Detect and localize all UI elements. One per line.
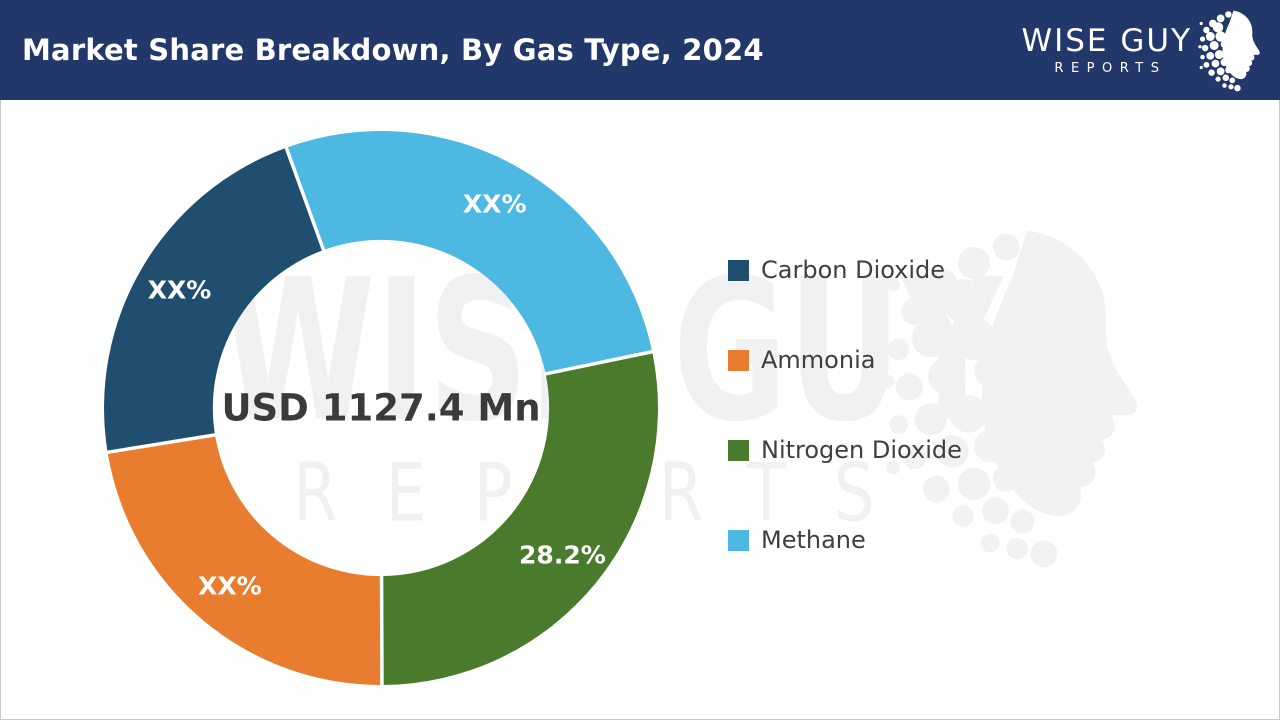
- legend-label: Carbon Dioxide: [761, 256, 946, 284]
- segment-label-carbon-dioxide: XX%: [148, 275, 212, 304]
- legend-swatch: [728, 529, 749, 551]
- legend-swatch: [728, 439, 749, 461]
- legend-item-nitrogen-dioxide: Nitrogen Dioxide: [728, 436, 962, 464]
- legend-item-methane: Methane: [728, 526, 962, 554]
- legend-label: Nitrogen Dioxide: [761, 436, 962, 464]
- legend-label: Methane: [761, 526, 866, 554]
- donut-chart: XX% 28.2% XX% XX%: [104, 131, 658, 687]
- chart-area: WISE GUY REPORTS XX%28.2%XX%XX% USD 1127…: [0, 100, 1280, 720]
- segment-label-methane: XX%: [463, 190, 527, 219]
- segment-separator: [106, 432, 217, 455]
- header-bar: Market Share Breakdown, By Gas Type, 202…: [0, 0, 1280, 100]
- legend-swatch: [728, 259, 749, 281]
- legend-item-ammonia: Ammonia: [728, 346, 962, 374]
- segment-separator: [544, 349, 654, 376]
- legend-label: Ammonia: [761, 346, 876, 374]
- logo-wordmark: WISE GUY: [1021, 23, 1192, 59]
- chart-legend: Carbon Dioxide Ammonia Nitrogen Dioxide Met…: [728, 256, 962, 554]
- legend-item-carbon-dioxide: Carbon Dioxide: [728, 256, 962, 284]
- wise-guy-reports-logo: WISE GUY REPORTS: [1021, 8, 1266, 92]
- donut-segment-methane: [286, 131, 653, 374]
- segment-separator: [284, 146, 326, 252]
- segment-label-nitrogen-dioxide: 28.2%: [519, 541, 606, 570]
- logo-text: WISE GUY REPORTS: [1021, 24, 1192, 76]
- donut-segment-ammonia: [107, 434, 382, 686]
- donut-segment-nitrogen-dioxide: [381, 351, 658, 685]
- donut-center-value: USD 1127.4 Mn: [221, 386, 541, 430]
- page-title: Market Share Breakdown, By Gas Type, 202…: [22, 33, 764, 67]
- donut-segment-carbon-dioxide: [104, 147, 324, 453]
- logo-subtitle: REPORTS: [1054, 61, 1167, 76]
- segment-label-ammonia: XX%: [198, 572, 262, 601]
- logo-face-icon: [1198, 10, 1260, 92]
- legend-swatch: [728, 349, 749, 371]
